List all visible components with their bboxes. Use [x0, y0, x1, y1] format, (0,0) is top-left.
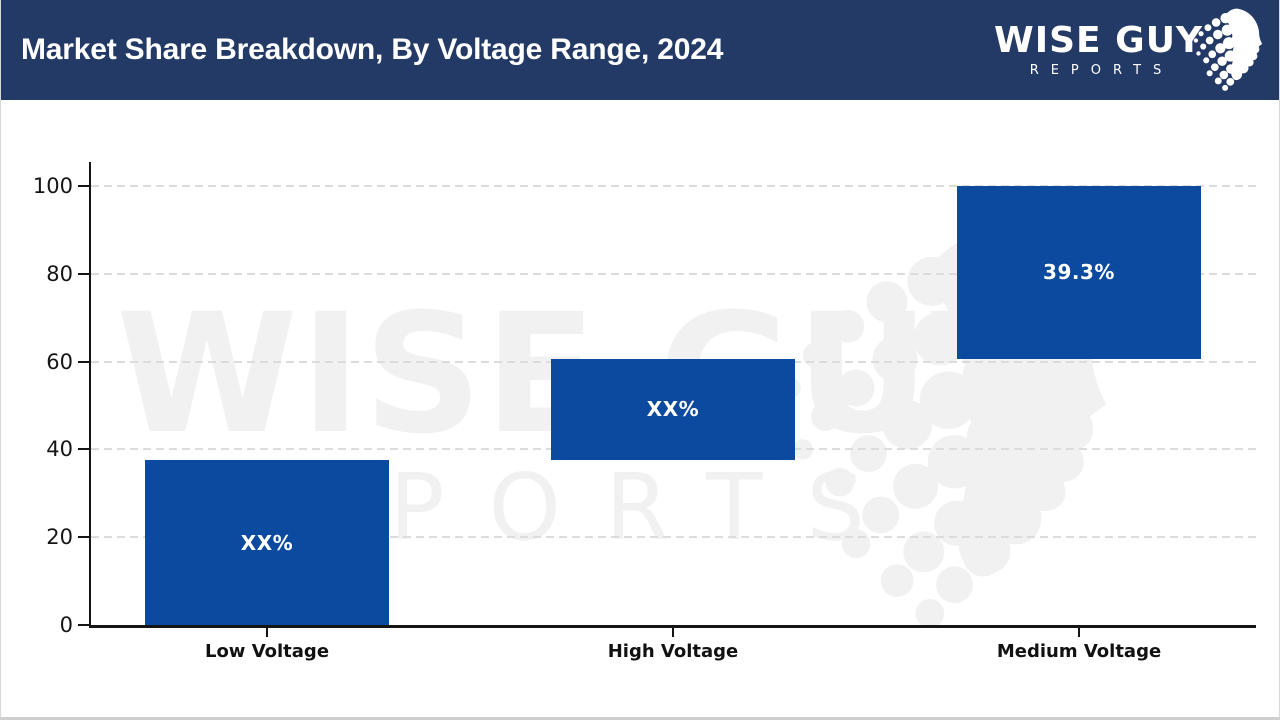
bar-segment: XX% [145, 460, 389, 625]
x-axis-tick [1078, 628, 1080, 637]
gridline [91, 185, 1256, 187]
y-axis-tick [78, 448, 89, 451]
y-axis-tick-label: 0 [59, 613, 73, 637]
logo-text: WISE GUY REPORTS [993, 20, 1203, 78]
logo-wordmark: WISE GUY [993, 20, 1203, 61]
y-axis-tick [78, 536, 89, 539]
y-axis-tick [78, 272, 89, 275]
y-axis-tick-label: 80 [46, 261, 73, 286]
x-axis-tick [672, 628, 674, 637]
header-bar: Market Share Breakdown, By Voltage Range… [1, 0, 1279, 100]
y-axis-tick-label: 40 [46, 437, 73, 462]
logo-face-icon [1193, 8, 1263, 91]
chart-title: Market Share Breakdown, By Voltage Range… [21, 33, 724, 66]
y-axis-tick-label: 60 [46, 349, 73, 374]
y-axis-tick-label: 20 [46, 525, 73, 550]
bar-segment: 39.3% [957, 186, 1201, 359]
y-axis-tick-label: 100 [32, 174, 73, 198]
x-axis-category-label: Low Voltage [204, 641, 330, 662]
logo-subtitle: REPORTS [1029, 63, 1174, 78]
bar-value-label: XX% [240, 530, 294, 555]
y-axis-tick [78, 624, 89, 626]
x-axis-category-label: Medium Voltage [996, 641, 1162, 662]
bar-value-label: XX% [646, 397, 700, 422]
gridline [91, 536, 1256, 539]
bar-segment: XX% [551, 358, 795, 461]
y-axis-tick [78, 360, 89, 363]
y-axis-tick [78, 185, 89, 187]
wise-guy-logo: WISE GUY REPORTS [994, 7, 1269, 93]
gridline [91, 272, 1256, 275]
bar-value-label: 39.3% [1043, 260, 1115, 285]
x-axis-tick [266, 628, 268, 637]
x-axis-category-label: High Voltage [607, 641, 739, 662]
plot-area: 0 20 40 60 80 100 XX% Low Voltage XX% High Voltag… [33, 162, 1256, 662]
